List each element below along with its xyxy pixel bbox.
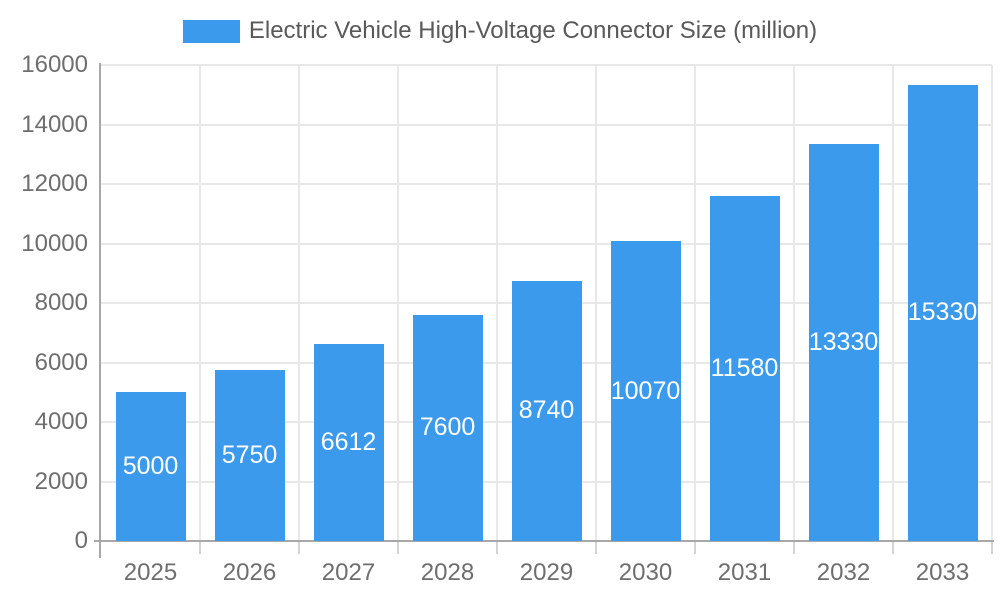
gridline-vertical xyxy=(892,65,894,541)
x-axis-tick xyxy=(793,542,795,554)
y-axis-line xyxy=(99,63,101,558)
x-axis-tick xyxy=(991,542,993,554)
bar[interactable]: 7600 xyxy=(412,314,483,541)
gridline-vertical xyxy=(397,65,399,541)
bar[interactable]: 13330 xyxy=(808,144,879,541)
bar[interactable]: 8740 xyxy=(511,280,582,541)
x-axis-label: 2031 xyxy=(717,559,772,586)
x-axis-tick xyxy=(397,542,399,554)
gridline-vertical xyxy=(595,65,597,541)
bar[interactable]: 11580 xyxy=(709,196,780,541)
bar-value-label: 13330 xyxy=(808,328,879,357)
gridline-horizontal xyxy=(101,123,992,126)
x-axis-tick xyxy=(199,542,201,554)
x-axis-tick xyxy=(595,542,597,554)
bar-value-label: 7600 xyxy=(419,413,476,442)
gridline-horizontal xyxy=(101,183,992,185)
x-axis-line xyxy=(94,540,994,542)
x-axis-label: 2025 xyxy=(123,559,178,586)
bar-value-label: 5000 xyxy=(122,452,179,481)
bar-value-label: 11580 xyxy=(710,354,779,383)
y-axis-label: 0 xyxy=(74,527,88,554)
gridline-vertical xyxy=(694,65,696,541)
bar-value-label: 5750 xyxy=(221,440,278,469)
gridline-vertical xyxy=(298,65,300,541)
bar[interactable]: 6612 xyxy=(313,344,384,541)
chart-title: Electric Vehicle High-Voltage Connector … xyxy=(248,17,818,44)
bar[interactable]: 10070 xyxy=(610,241,681,541)
chart-legend[interactable]: Electric Vehicle High-Voltage Connector … xyxy=(0,14,1000,48)
x-axis-tick xyxy=(298,542,300,554)
bar-value-label: 10070 xyxy=(610,376,681,405)
x-axis-label: 2032 xyxy=(816,559,871,586)
gridline-vertical xyxy=(496,65,498,541)
x-axis-label: 2026 xyxy=(222,559,277,586)
bar-value-label: 8740 xyxy=(518,396,575,425)
x-axis-label: 2027 xyxy=(321,559,376,586)
gridline-vertical xyxy=(793,65,795,541)
y-axis-label: 14000 xyxy=(21,110,88,138)
gridline-vertical xyxy=(991,65,993,541)
gridline-horizontal xyxy=(101,64,992,66)
legend-swatch[interactable] xyxy=(182,19,240,43)
x-axis-label: 2028 xyxy=(420,559,475,586)
y-axis-label: 4000 xyxy=(34,408,88,435)
bar[interactable]: 5000 xyxy=(115,392,186,541)
bar-value-label: 6612 xyxy=(320,428,377,457)
bar[interactable]: 5750 xyxy=(214,369,285,541)
x-axis-tick xyxy=(694,542,696,554)
bar-value-label: 15330 xyxy=(907,298,978,327)
y-axis-label: 10000 xyxy=(21,229,88,257)
x-axis-label: 2033 xyxy=(915,559,970,586)
y-axis-label: 16000 xyxy=(21,51,88,78)
x-axis-label: 2030 xyxy=(618,559,673,586)
y-axis-label: 8000 xyxy=(34,289,88,316)
x-axis-tick xyxy=(892,542,894,554)
y-axis-label: 2000 xyxy=(34,467,88,495)
gridline-vertical xyxy=(199,65,201,541)
gridline-horizontal xyxy=(101,242,992,245)
y-axis-label: 6000 xyxy=(34,348,88,376)
y-axis-label: 12000 xyxy=(21,170,88,197)
bar[interactable]: 15330 xyxy=(907,84,978,541)
x-axis-tick xyxy=(496,542,498,554)
x-axis-label: 2029 xyxy=(519,559,574,586)
